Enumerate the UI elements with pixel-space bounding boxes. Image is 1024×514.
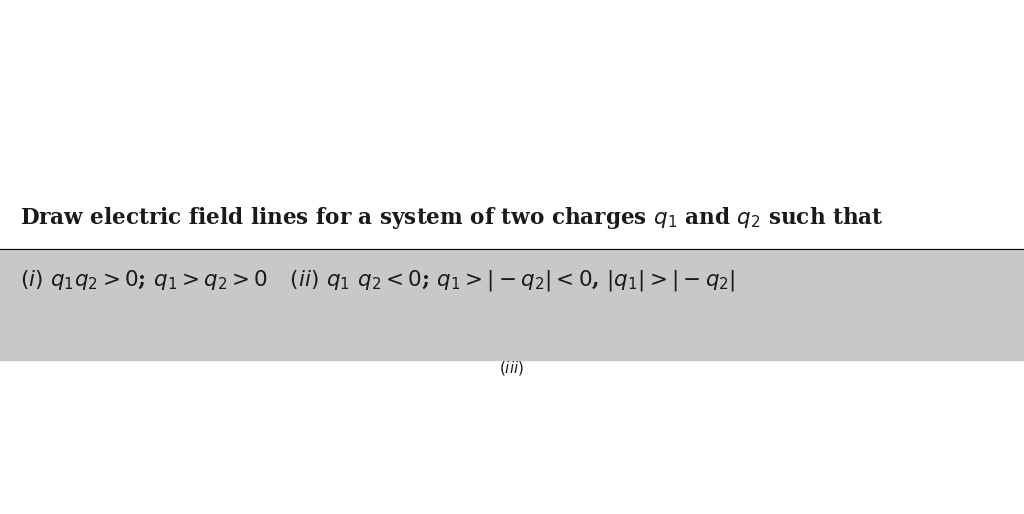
Text: $(iii)$: $(iii)$: [500, 358, 524, 377]
Text: $(i)$ $q_1q_2 > 0$; $q_1 > q_2 > 0$   $(ii)$ $q_1$ $q_2 < 0$; $q_1 > |-q_2| < 0$: $(i)$ $q_1q_2 > 0$; $q_1 > q_2 > 0$ $(ii…: [20, 268, 736, 292]
Text: Draw electric field lines for a system of two charges $q_1$ and $q_2$ such that: Draw electric field lines for a system o…: [20, 206, 884, 231]
